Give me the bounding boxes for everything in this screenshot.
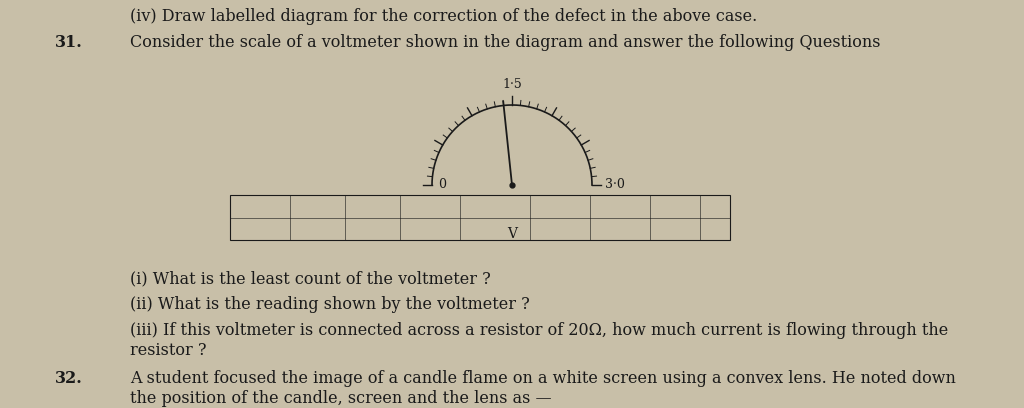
Text: (ii) What is the reading shown by the voltmeter ?: (ii) What is the reading shown by the vo… [130,296,529,313]
Text: (iii) If this voltmeter is connected across a resistor of 20Ω, how much current : (iii) If this voltmeter is connected acr… [130,322,948,339]
Text: the position of the candle, screen and the lens as —: the position of the candle, screen and t… [130,390,552,407]
Text: (i) What is the least count of the voltmeter ?: (i) What is the least count of the voltm… [130,270,490,287]
Text: 31.: 31. [55,34,83,51]
Text: Consider the scale of a voltmeter shown in the diagram and answer the following : Consider the scale of a voltmeter shown … [130,34,881,51]
Text: A student focused the image of a candle flame on a white screen using a convex l: A student focused the image of a candle … [130,370,955,387]
Text: 3·0: 3·0 [605,179,625,191]
Text: 1·5: 1·5 [502,78,522,91]
Text: resistor ?: resistor ? [130,342,207,359]
Text: (iv) Draw labelled diagram for the correction of the defect in the above case.: (iv) Draw labelled diagram for the corre… [130,8,758,25]
Text: 0: 0 [438,179,446,191]
Text: V: V [507,227,517,241]
Bar [230,195,730,240]
Text: 32.: 32. [55,370,83,387]
